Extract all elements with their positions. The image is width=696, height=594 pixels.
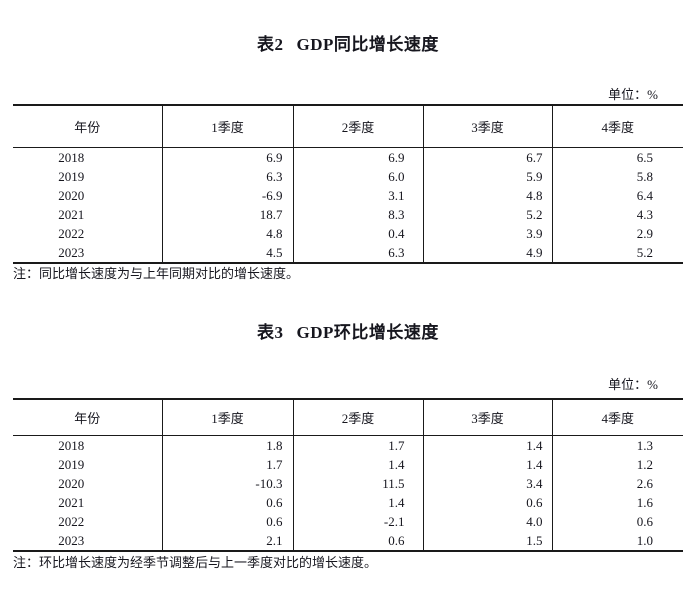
- value-cell: 4.9: [422, 242, 552, 263]
- value-cell: 5.9: [422, 166, 552, 186]
- year-cell: 2022: [58, 225, 85, 241]
- value-cell: 4.8: [161, 223, 293, 243]
- value-cell: -10.3: [161, 473, 293, 493]
- table-row: 2018 6.9 6.9 6.7 6.5: [13, 147, 683, 167]
- value-cell: 3.9: [422, 223, 552, 243]
- table2-col-q3: 3季度: [422, 105, 552, 148]
- value-cell: -6.9: [161, 185, 293, 205]
- table2-unit-label: 单位：%: [608, 87, 658, 102]
- year-cell: 2020: [58, 187, 85, 203]
- gdp-qoq-table: 年份 1季度 2季度 3季度 4季度 2018 1.8 1.7 1.4 1.3 …: [13, 398, 683, 552]
- gdp-yoy-table: 年份 1季度 2季度 3季度 4季度 2018 6.9 6.9 6.7 6.5 …: [13, 104, 683, 264]
- value-cell: 1.3: [551, 435, 683, 455]
- year-cell: 2018: [58, 437, 85, 453]
- value-cell: 2.6: [551, 473, 683, 493]
- table3-title: 表3 GDP环比增长速度: [0, 318, 696, 343]
- value-cell: 4.8: [422, 185, 552, 205]
- value-cell: 1.7: [161, 454, 293, 474]
- value-cell: 2.9: [551, 223, 683, 243]
- value-cell: 1.4: [422, 435, 552, 455]
- value-cell: 0.6: [551, 511, 683, 531]
- value-cell: 1.8: [161, 435, 293, 455]
- value-cell: 8.3: [292, 204, 423, 224]
- table-row: 2019 6.3 6.0 5.9 5.8: [13, 166, 683, 186]
- value-cell: 6.5: [551, 147, 683, 167]
- value-cell: 1.4: [292, 454, 423, 474]
- value-cell: 1.0: [551, 530, 683, 551]
- value-cell: 0.4: [292, 223, 423, 243]
- table-row: 2023 2.1 0.6 1.5 1.0: [13, 530, 683, 551]
- table3-note: 注：环比增长速度为经季节调整后与上一季度对比的增长速度。: [13, 555, 378, 570]
- value-cell: 0.6: [292, 530, 423, 551]
- year-cell: 2021: [58, 494, 85, 510]
- table3-title-text: GDP环比增长速度: [296, 323, 439, 342]
- table-row: 2022 0.6 -2.1 4.0 0.6: [13, 511, 683, 531]
- year-cell: 2023: [58, 244, 85, 260]
- year-cell: 2022: [58, 513, 85, 529]
- value-cell: 2.1: [161, 530, 293, 551]
- year-cell: 2023: [58, 532, 85, 548]
- year-cell: 2018: [58, 149, 85, 165]
- value-cell: 5.2: [422, 204, 552, 224]
- value-cell: 6.9: [161, 147, 293, 167]
- table3-col-year: 年份: [13, 399, 162, 436]
- table3-col-q2: 2季度: [292, 399, 423, 436]
- value-cell: 0.6: [161, 492, 293, 512]
- table-row: 2023 4.5 6.3 4.9 5.2: [13, 242, 683, 263]
- table2-header-row: 年份 1季度 2季度 3季度 4季度: [13, 105, 683, 148]
- table3-header-row: 年份 1季度 2季度 3季度 4季度: [13, 399, 683, 436]
- table-row: 2020 -10.3 11.5 3.4 2.6: [13, 473, 683, 493]
- table-row: 2020 -6.9 3.1 4.8 6.4: [13, 185, 683, 205]
- value-cell: 0.6: [422, 492, 552, 512]
- year-cell: 2020: [58, 475, 85, 491]
- value-cell: 6.7: [422, 147, 552, 167]
- value-cell: 6.9: [292, 147, 423, 167]
- value-cell: 0.6: [161, 511, 293, 531]
- table2-col-q1: 1季度: [161, 105, 293, 148]
- table3-title-prefix: 表3: [257, 323, 284, 342]
- value-cell: 5.2: [551, 242, 683, 263]
- value-cell: 1.6: [551, 492, 683, 512]
- year-cell: 2021: [58, 206, 85, 222]
- table2-title-prefix: 表2: [257, 35, 284, 54]
- year-cell: 2019: [58, 456, 85, 472]
- table2-note: 注：同比增长速度为与上年同期对比的增长速度。: [13, 266, 300, 281]
- table2-col-q4: 4季度: [551, 105, 683, 148]
- table3-unit-label: 单位：%: [608, 377, 658, 392]
- table2-title-text: GDP同比增长速度: [296, 35, 439, 54]
- table-row: 2019 1.7 1.4 1.4 1.2: [13, 454, 683, 474]
- table2-col-q2: 2季度: [292, 105, 423, 148]
- value-cell: -2.1: [292, 511, 423, 531]
- table2-title: 表2 GDP同比增长速度: [0, 30, 696, 55]
- table3-col-q4: 4季度: [551, 399, 683, 436]
- value-cell: 6.0: [292, 166, 423, 186]
- value-cell: 6.4: [551, 185, 683, 205]
- value-cell: 1.2: [551, 454, 683, 474]
- value-cell: 18.7: [161, 204, 293, 224]
- value-cell: 6.3: [292, 242, 423, 263]
- table3-col-q1: 1季度: [161, 399, 293, 436]
- table-row: 2022 4.8 0.4 3.9 2.9: [13, 223, 683, 243]
- value-cell: 5.8: [551, 166, 683, 186]
- value-cell: 1.4: [422, 454, 552, 474]
- value-cell: 1.7: [292, 435, 423, 455]
- value-cell: 6.3: [161, 166, 293, 186]
- table3-col-q3: 3季度: [422, 399, 552, 436]
- value-cell: 3.1: [292, 185, 423, 205]
- table-row: 2021 0.6 1.4 0.6 1.6: [13, 492, 683, 512]
- value-cell: 4.0: [422, 511, 552, 531]
- table-row: 2021 18.7 8.3 5.2 4.3: [13, 204, 683, 224]
- value-cell: 1.5: [422, 530, 552, 551]
- value-cell: 3.4: [422, 473, 552, 493]
- year-cell: 2019: [58, 168, 85, 184]
- table-row: 2018 1.8 1.7 1.4 1.3: [13, 435, 683, 455]
- table2-col-year: 年份: [13, 105, 162, 148]
- value-cell: 4.5: [161, 242, 293, 263]
- value-cell: 11.5: [292, 473, 423, 493]
- value-cell: 1.4: [292, 492, 423, 512]
- value-cell: 4.3: [551, 204, 683, 224]
